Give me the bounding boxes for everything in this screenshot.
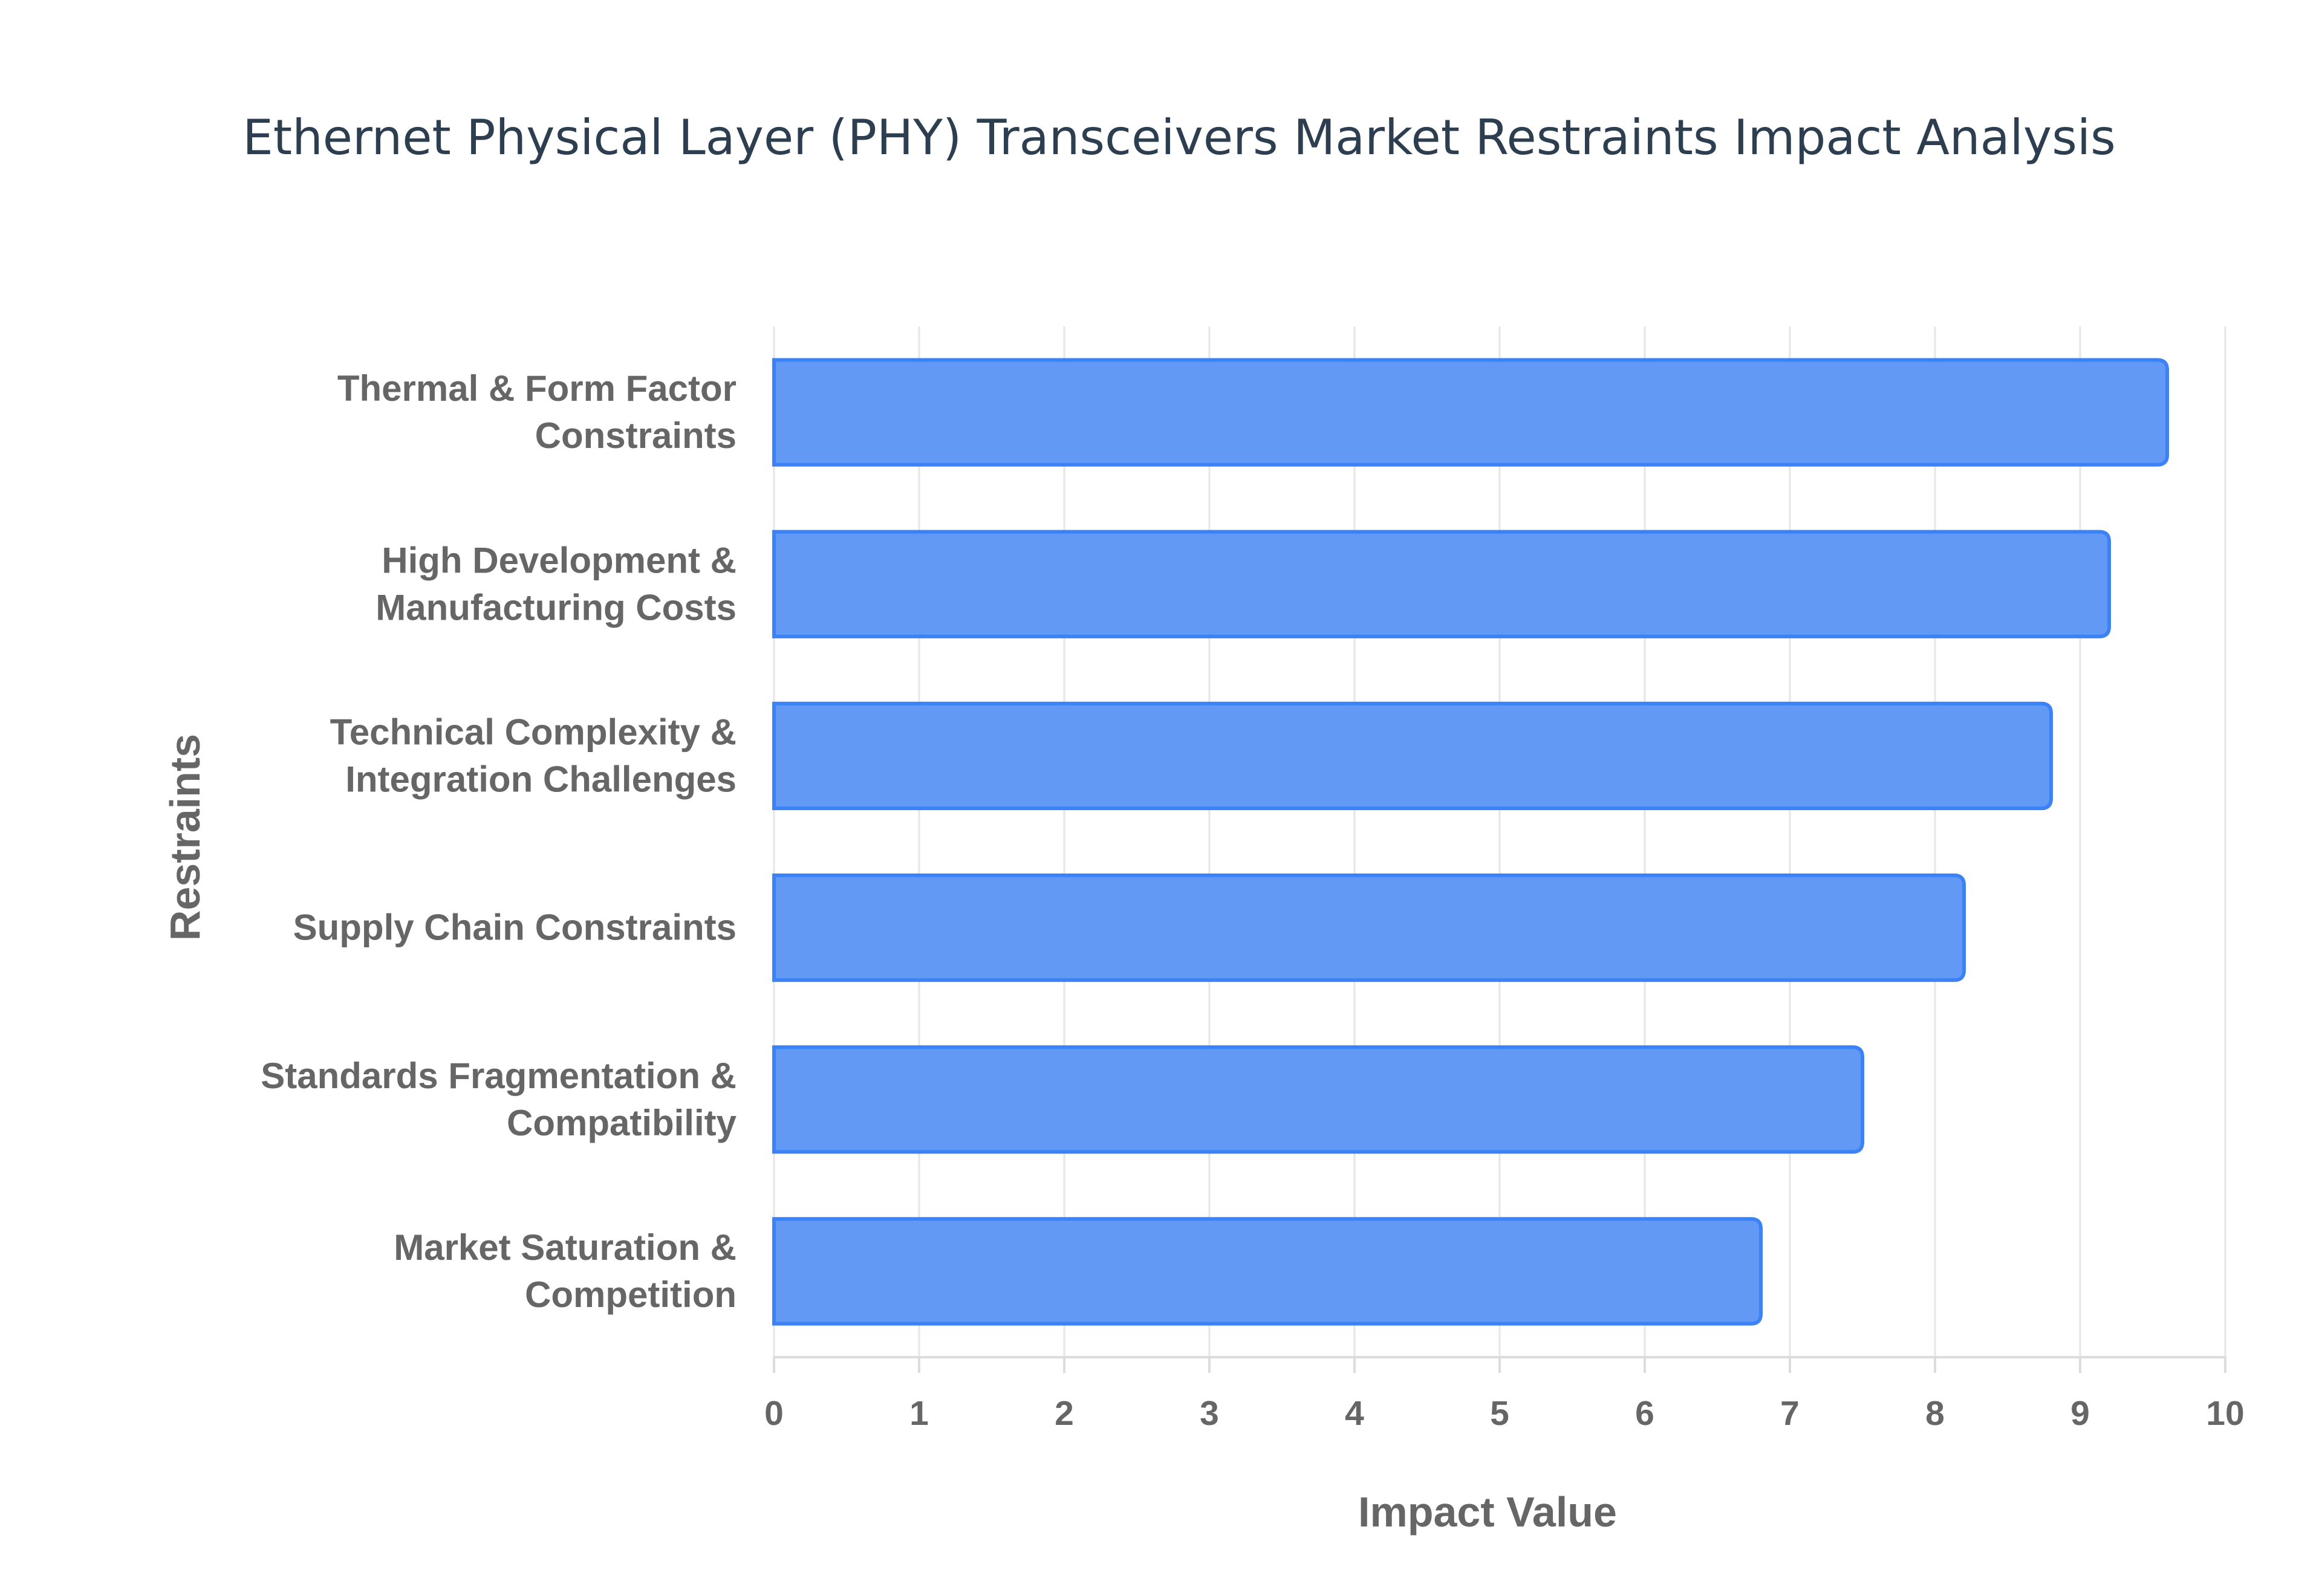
x-tick-label: 7 [1780,1394,1800,1433]
category-label: Market Saturation & [394,1227,737,1268]
x-tick-label: 4 [1345,1394,1364,1433]
x-tick-label: 8 [1925,1394,1945,1433]
bars [772,358,2169,1326]
category-label: Integration Challenges [345,759,737,799]
x-tick-label: 1 [909,1394,929,1433]
category-label: Technical Complexity & [330,712,737,752]
category-label: Thermal & Form Factor [337,368,737,409]
bar-2[interactable] [772,701,2053,811]
category-label: Manufacturing Costs [376,587,737,628]
bar-1[interactable] [772,530,2111,638]
x-axis-title: Impact Value [1358,1488,1617,1536]
category-label: Competition [525,1274,737,1315]
category-label: Constraints [535,415,737,456]
x-tick-label: 9 [2070,1394,2090,1433]
bar-4[interactable] [772,1045,1864,1154]
grid-lines [773,326,2226,1357]
bar-0[interactable] [772,358,2169,467]
chart-title: Ethernet Physical Layer (PHY) Transceive… [242,109,2116,166]
category-label: High Development & [382,540,737,580]
category-labels: Thermal & Form Factor Constraints High Dev… [261,368,737,1315]
x-tick-label: 6 [1635,1394,1654,1433]
category-label: Supply Chain Constraints [293,907,737,948]
y-axis-title: Restraints [161,734,209,941]
category-label: Standards Fragmentation & [261,1056,737,1096]
x-tick-label: 5 [1490,1394,1509,1433]
x-tick-label: 2 [1055,1394,1074,1433]
x-axis: 0 1 2 3 4 5 6 7 8 9 10 [764,1356,2245,1433]
x-tick-label: 10 [2206,1394,2244,1433]
bar-3[interactable] [772,873,1966,982]
x-tick-label: 0 [764,1394,784,1433]
bar-5[interactable] [772,1217,1763,1326]
category-label: Compatibility [507,1103,737,1143]
x-tick-label: 3 [1200,1394,1219,1433]
